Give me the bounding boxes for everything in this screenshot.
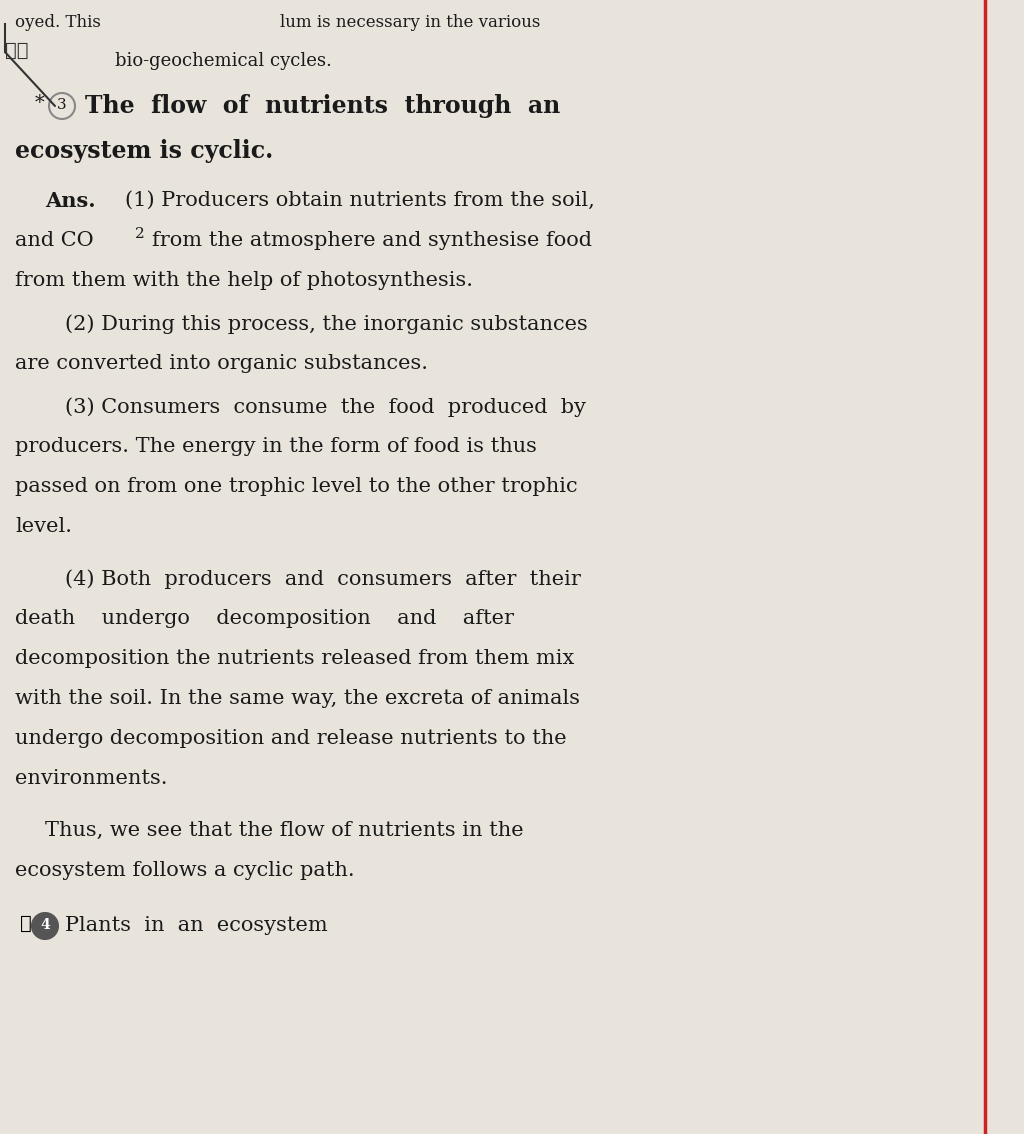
Text: oyed. This: oyed. This <box>15 14 101 31</box>
Text: 2: 2 <box>135 227 144 242</box>
Text: lum is necessary in the various: lum is necessary in the various <box>280 14 541 31</box>
Text: level.: level. <box>15 517 72 536</box>
Text: environments.: environments. <box>15 769 168 788</box>
Text: bio-geochemical cycles.: bio-geochemical cycles. <box>115 52 332 70</box>
Text: ecosystem is cyclic.: ecosystem is cyclic. <box>15 139 273 163</box>
Circle shape <box>32 913 58 939</box>
Text: ecosystem follows a cyclic path.: ecosystem follows a cyclic path. <box>15 861 354 880</box>
Text: decomposition the nutrients released from them mix: decomposition the nutrients released fro… <box>15 649 574 668</box>
Text: from them with the help of photosynthesis.: from them with the help of photosynthesi… <box>15 271 473 290</box>
Text: (2) During this process, the inorganic substances: (2) During this process, the inorganic s… <box>65 314 588 333</box>
Text: 4: 4 <box>40 919 50 932</box>
Text: The  flow  of  nutrients  through  an: The flow of nutrients through an <box>85 94 560 118</box>
Text: and CO: and CO <box>15 231 93 249</box>
Text: ✗✗: ✗✗ <box>5 42 29 60</box>
Text: undergo decomposition and release nutrients to the: undergo decomposition and release nutrie… <box>15 729 566 748</box>
Text: producers. The energy in the form of food is thus: producers. The energy in the form of foo… <box>15 437 537 456</box>
Text: 🌿: 🌿 <box>20 914 32 933</box>
Text: Ans.: Ans. <box>45 191 95 211</box>
Text: (4) Both  producers  and  consumers  after  their: (4) Both producers and consumers after t… <box>65 569 581 589</box>
Text: passed on from one trophic level to the other trophic: passed on from one trophic level to the … <box>15 477 578 496</box>
Text: from the atmosphere and synthesise food: from the atmosphere and synthesise food <box>152 231 592 249</box>
Text: (3) Consumers  consume  the  food  produced  by: (3) Consumers consume the food produced … <box>65 397 586 416</box>
Text: with the soil. In the same way, the excreta of animals: with the soil. In the same way, the excr… <box>15 689 580 708</box>
Text: (1) Producers obtain nutrients from the soil,: (1) Producers obtain nutrients from the … <box>125 191 595 210</box>
Text: death    undergo    decomposition    and    after: death undergo decomposition and after <box>15 609 514 628</box>
Text: Thus, we see that the flow of nutrients in the: Thus, we see that the flow of nutrients … <box>45 821 523 840</box>
Text: Plants  in  an  ecosystem: Plants in an ecosystem <box>65 916 328 936</box>
Text: are converted into organic substances.: are converted into organic substances. <box>15 354 428 373</box>
Text: 3: 3 <box>57 98 67 112</box>
Text: *: * <box>35 94 45 112</box>
